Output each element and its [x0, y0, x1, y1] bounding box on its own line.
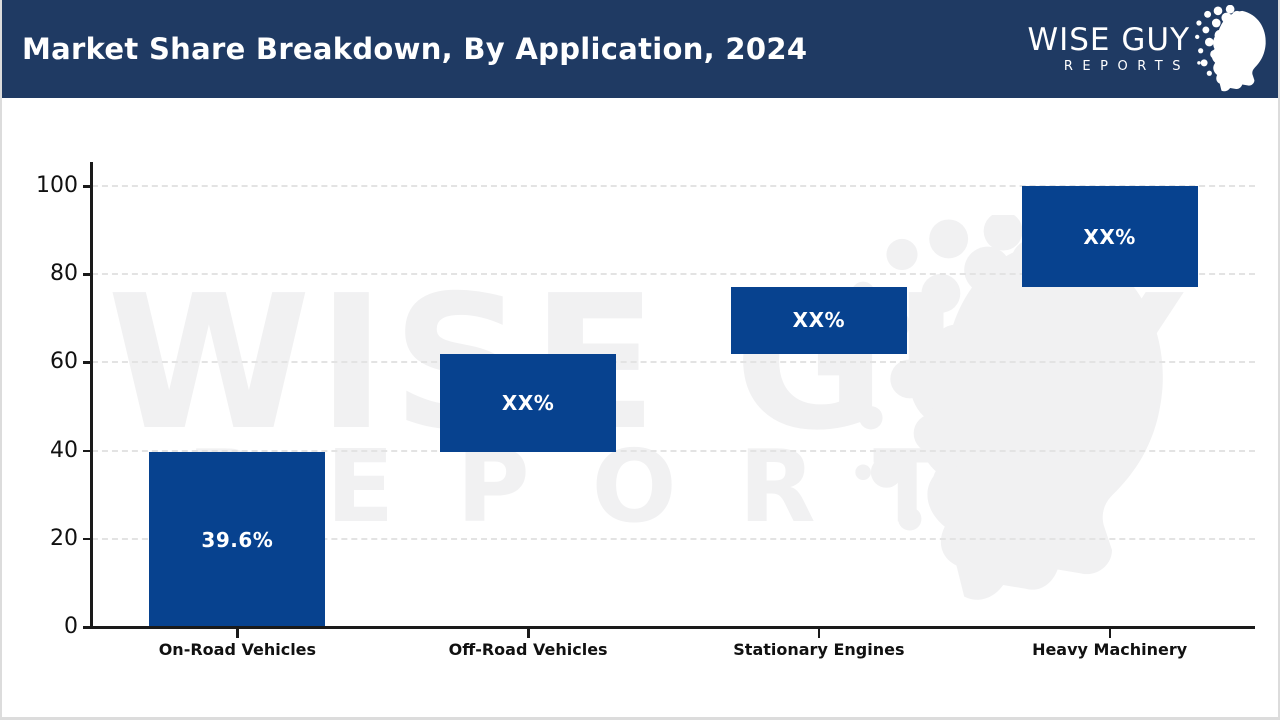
gridline-80 [92, 273, 1255, 276]
gridline-40 [92, 449, 1255, 452]
x-tickmark-off-road-vehicles [527, 628, 530, 638]
bar-value-label-on-road-vehicles: 39.6% [201, 527, 274, 552]
page-title: Market Share Breakdown, By Application, … [22, 32, 808, 66]
y-tickmark-20 [83, 537, 92, 541]
bar-value-label-off-road-vehicles: XX% [501, 390, 555, 415]
gridline-60 [92, 361, 1255, 364]
y-tickmark-40 [83, 449, 92, 453]
brand-logo: WISE GUY REPORTS [1027, 5, 1270, 93]
x-tickmark-heavy-machinery [1108, 628, 1112, 638]
category-label-heavy-machinery: Heavy Machinery [1032, 640, 1188, 659]
y-tickmark-80 [83, 273, 92, 276]
gridline-20 [92, 537, 1255, 540]
x-axis-line [90, 626, 1255, 629]
category-label-stationary-engines: Stationary Engines [733, 640, 905, 659]
x-tickmark-stationary-engines [817, 628, 821, 638]
y-tickmark-100 [83, 185, 92, 188]
category-label-off-road-vehicles: Off-Road Vehicles [448, 640, 608, 659]
gridline-100 [92, 185, 1255, 187]
bar-heavy-machinery: XX% [1021, 186, 1198, 288]
y-tick-label-80: 80 [50, 261, 78, 287]
bar-off-road-vehicles: XX% [440, 353, 617, 453]
category-label-on-road-vehicles: On-Road Vehicles [158, 640, 317, 659]
y-tick-label-100: 100 [36, 173, 78, 198]
chart-region: WISE GUY REPORTS 0 20 40 60 80 100 39.6% On-Roa… [2, 98, 1278, 717]
y-tickmark-0 [83, 626, 92, 629]
x-tickmark-on-road-vehicles [236, 628, 239, 638]
y-tick-label-60: 60 [50, 349, 78, 375]
logo-wordmark: WISE GUY REPORTS [1027, 22, 1190, 74]
y-tick-label-20: 20 [50, 525, 78, 551]
header: Market Share Breakdown, By Application, … [2, 0, 1278, 98]
y-tickmark-60 [83, 361, 92, 364]
y-axis-line [90, 162, 93, 629]
y-tick-label-0: 0 [64, 614, 78, 639]
bar-on-road-vehicles: 39.6% [149, 452, 326, 627]
logo-subtitle: REPORTS [1063, 59, 1190, 74]
bar-stationary-engines: XX% [730, 287, 907, 354]
y-tick-label-40: 40 [50, 437, 78, 463]
logo-name: WISE GUY [1027, 22, 1190, 58]
chart-canvas: WISE GUY REPORTS 0 20 40 60 80 100 39.6% On-Roa… [2, 98, 1278, 717]
bar-value-label-heavy-machinery: XX% [1083, 224, 1136, 249]
logo-face-icon [1195, 5, 1266, 92]
bar-value-label-stationary-engines: XX% [792, 308, 846, 333]
